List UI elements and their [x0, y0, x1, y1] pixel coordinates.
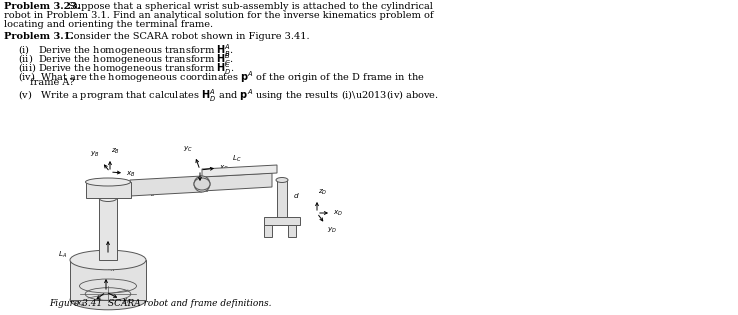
Text: $x_D$: $x_D$ [333, 209, 343, 218]
Text: $L_C$: $L_C$ [232, 154, 242, 164]
Text: (ii)  Derive the homogeneous transform $\mathbf{H}_{C}^{B}$.: (ii) Derive the homogeneous transform $\… [18, 51, 234, 68]
FancyBboxPatch shape [70, 260, 146, 300]
Ellipse shape [86, 178, 131, 186]
Ellipse shape [194, 176, 210, 192]
Text: $z_C$: $z_C$ [201, 186, 210, 195]
Ellipse shape [70, 290, 146, 310]
FancyBboxPatch shape [288, 225, 296, 237]
Text: Problem 3.1.: Problem 3.1. [4, 32, 74, 41]
Ellipse shape [99, 194, 117, 202]
Text: (iv)  What are the homogeneous coordinates $\mathbf{p}^{A}$ of the origin of the: (iv) What are the homogeneous coordinate… [18, 69, 424, 85]
Text: $x_B$: $x_B$ [126, 169, 136, 179]
Text: $z_A$: $z_A$ [107, 265, 116, 274]
FancyBboxPatch shape [264, 225, 272, 237]
Text: (i)   Derive the homogeneous transform $\mathbf{H}_{B}^{A}$.: (i) Derive the homogeneous transform $\m… [18, 42, 234, 59]
Polygon shape [202, 173, 272, 191]
Text: Consider the SCARA robot shown in Figure 3.41.: Consider the SCARA robot shown in Figure… [60, 32, 310, 41]
Text: Problem 3.23.: Problem 3.23. [4, 2, 80, 11]
Text: $y_C$: $y_C$ [183, 145, 193, 154]
FancyBboxPatch shape [277, 180, 287, 218]
Text: $L_A$: $L_A$ [58, 250, 67, 260]
Text: $y_B$: $y_B$ [90, 150, 100, 159]
FancyBboxPatch shape [99, 198, 117, 260]
Text: Suppose that a spherical wrist sub-assembly is attached to the cylindrical: Suppose that a spherical wrist sub-assem… [65, 2, 433, 11]
Text: locating and orienting the terminal frame.: locating and orienting the terminal fram… [4, 20, 213, 29]
Text: (iii) Derive the homogeneous transform $\mathbf{H}_{D}^{C}$.: (iii) Derive the homogeneous transform $… [18, 60, 235, 77]
Text: robot in Problem 3.1. Find an analytical solution for the inverse kinematics pro: robot in Problem 3.1. Find an analytical… [4, 11, 433, 20]
Text: (v)   Write a program that calculates $\mathbf{H}_{D}^{A}$ and $\mathbf{p}^{A}$ : (v) Write a program that calculates $\ma… [18, 87, 439, 104]
Ellipse shape [276, 177, 288, 182]
Polygon shape [202, 165, 277, 177]
Text: $z_B$: $z_B$ [106, 226, 115, 235]
Polygon shape [130, 176, 202, 196]
Ellipse shape [70, 250, 146, 270]
Text: frame A?: frame A? [30, 78, 75, 87]
Text: Figure 3.41  SCARA robot and frame definitions.: Figure 3.41 SCARA robot and frame defini… [49, 299, 272, 308]
Text: $y_D$: $y_D$ [327, 226, 337, 235]
Text: $L_B$: $L_B$ [146, 189, 155, 199]
Text: $x_A$: $x_A$ [77, 299, 86, 309]
FancyBboxPatch shape [86, 182, 131, 198]
Ellipse shape [194, 178, 210, 190]
FancyBboxPatch shape [264, 217, 300, 225]
Text: $d$: $d$ [293, 192, 300, 201]
Text: $x_C$: $x_C$ [219, 163, 229, 173]
Text: $z_B$: $z_B$ [111, 147, 120, 156]
Text: $z_D$: $z_D$ [318, 188, 328, 197]
Text: $y_A$: $y_A$ [122, 296, 131, 306]
